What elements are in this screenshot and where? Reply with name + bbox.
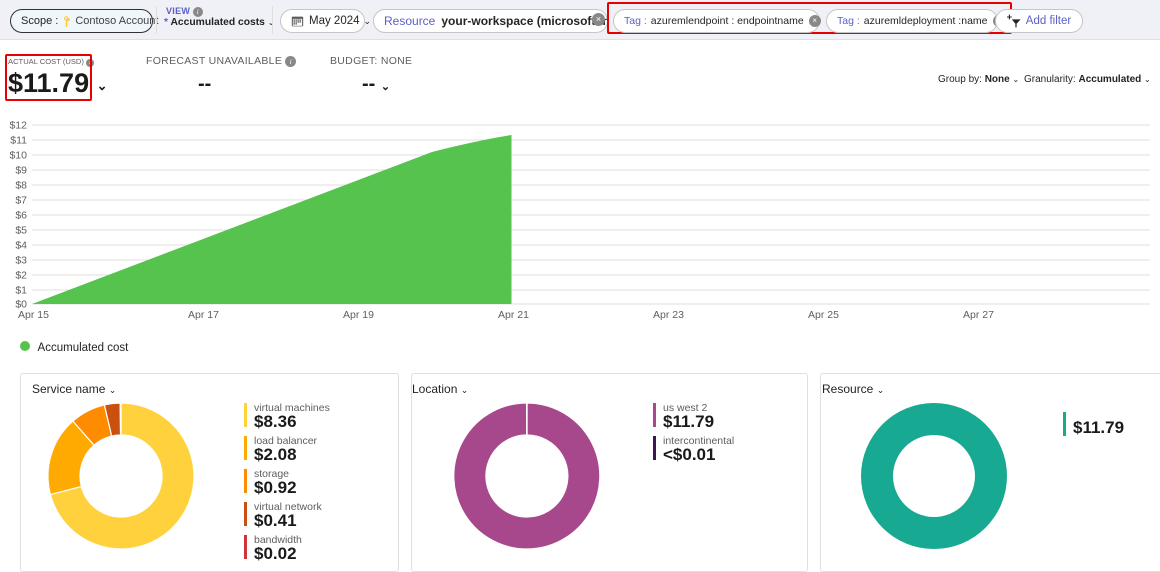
svg-text:$11: $11 [10,135,27,147]
svg-text:$5: $5 [15,225,27,237]
svg-text:$6: $6 [15,210,27,222]
svg-text:$1: $1 [15,285,27,297]
svg-text:$7: $7 [15,195,27,207]
svg-text:$10: $10 [9,150,27,162]
svg-text:$2: $2 [15,270,27,282]
svg-text:$3: $3 [15,255,27,267]
svg-text:$12: $12 [9,120,27,132]
svg-text:$4: $4 [15,240,27,252]
svg-text:$9: $9 [15,165,27,177]
svg-text:$8: $8 [15,180,27,192]
